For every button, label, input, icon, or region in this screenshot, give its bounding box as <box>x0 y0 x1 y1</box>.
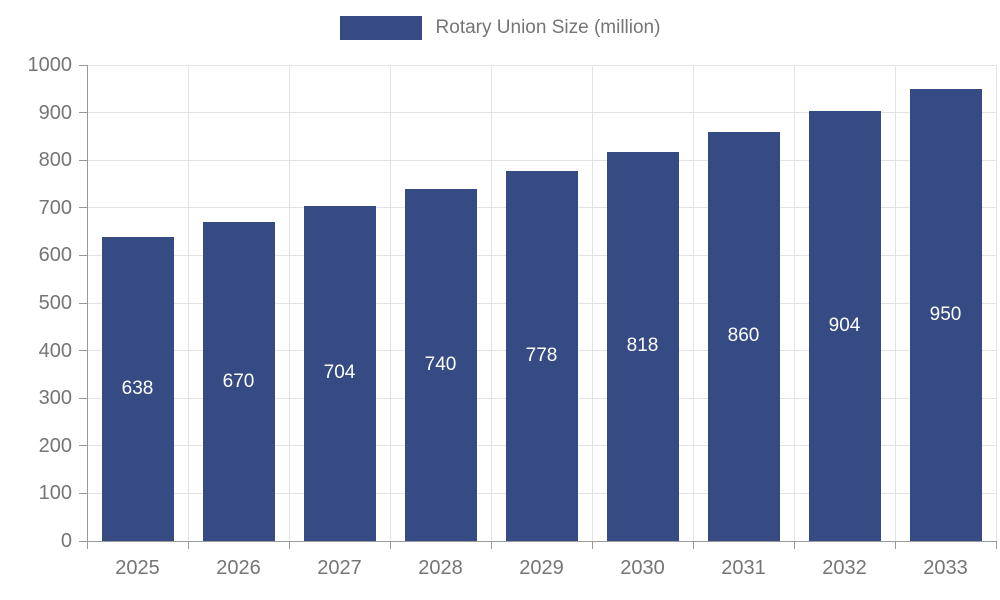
bar-2025: 638 <box>101 237 174 541</box>
y-axis-tick <box>79 492 87 494</box>
bar-value-label: 704 <box>323 362 356 384</box>
x-tick-label: 2027 <box>317 557 362 579</box>
x-tick-label: 2031 <box>721 557 766 579</box>
y-tick-label: 400 <box>38 339 72 362</box>
gridline-vertical <box>288 65 290 541</box>
gridline-vertical <box>591 65 593 541</box>
y-axis-tick <box>79 540 87 542</box>
legend-label: Rotary Union Size (million) <box>435 17 661 38</box>
bar-2032: 904 <box>808 110 881 541</box>
x-axis-tick <box>894 541 896 549</box>
x-axis-tick <box>389 541 391 549</box>
gridline-vertical <box>490 65 492 541</box>
gridline-horizontal <box>87 159 996 161</box>
y-tick-label: 500 <box>38 292 72 314</box>
bar-value-label: 818 <box>626 335 659 357</box>
y-tick-label: 300 <box>38 387 72 410</box>
x-tick-label: 2025 <box>115 557 160 579</box>
y-axis-tick <box>79 207 87 209</box>
y-tick-label: 600 <box>38 244 72 267</box>
bar-value-label: 670 <box>222 370 255 392</box>
legend-swatch <box>339 16 422 40</box>
y-tick-label: 200 <box>38 434 72 457</box>
bar-value-label: 904 <box>828 314 861 336</box>
x-axis-tick <box>591 541 593 549</box>
y-axis-tick <box>79 445 87 447</box>
gridline-vertical <box>793 65 795 541</box>
y-axis-tick <box>79 254 87 256</box>
bar-2029: 778 <box>505 170 578 541</box>
bar-2033: 950 <box>909 88 982 541</box>
legend: Rotary Union Size (million) <box>0 16 1000 40</box>
x-tick-label: 2026 <box>216 557 261 579</box>
y-tick-label: 900 <box>38 101 72 124</box>
bar-2031: 860 <box>707 131 780 541</box>
bar-value-label: 778 <box>525 344 558 366</box>
x-tick-label: 2030 <box>620 557 665 579</box>
x-axis-tick <box>86 541 88 549</box>
x-axis-tick <box>692 541 694 549</box>
gridline-vertical <box>389 65 391 541</box>
bar-2028: 740 <box>404 188 477 541</box>
x-axis-tick <box>793 541 795 549</box>
x-tick-label: 2029 <box>519 557 564 579</box>
gridline-vertical <box>187 65 189 541</box>
x-tick-label: 2032 <box>822 557 867 579</box>
y-axis-tick <box>79 397 87 399</box>
x-axis-tick <box>187 541 189 549</box>
y-axis-tick <box>79 64 87 66</box>
x-axis-line <box>87 540 996 542</box>
y-tick-label: 0 <box>60 530 72 552</box>
gridline-vertical <box>894 65 896 541</box>
y-axis-tick <box>79 302 87 304</box>
gridline-horizontal <box>87 64 996 66</box>
y-axis-tick <box>79 159 87 161</box>
y-axis-line <box>86 65 88 542</box>
bar-2030: 818 <box>606 151 679 541</box>
y-axis-tick <box>79 350 87 352</box>
bar-2027: 704 <box>303 205 376 541</box>
x-axis-tick <box>490 541 492 549</box>
y-axis-tick <box>79 112 87 114</box>
y-tick-label: 100 <box>38 482 72 505</box>
bar-value-label: 740 <box>424 353 457 375</box>
y-tick-label: 1000 <box>27 54 73 76</box>
gridline-vertical <box>692 65 694 541</box>
x-tick-label: 2028 <box>418 557 463 579</box>
y-tick-label: 800 <box>38 149 72 172</box>
gridline-vertical <box>995 65 997 541</box>
x-axis-tick <box>995 541 997 549</box>
bar-value-label: 950 <box>929 303 962 325</box>
y-tick-label: 700 <box>38 196 72 219</box>
x-tick-label: 2033 <box>923 557 968 579</box>
bar-value-label: 638 <box>121 378 154 400</box>
bar-2026: 670 <box>202 222 275 541</box>
x-axis-tick <box>288 541 290 549</box>
gridline-horizontal <box>87 112 996 114</box>
bar-value-label: 860 <box>727 325 760 347</box>
